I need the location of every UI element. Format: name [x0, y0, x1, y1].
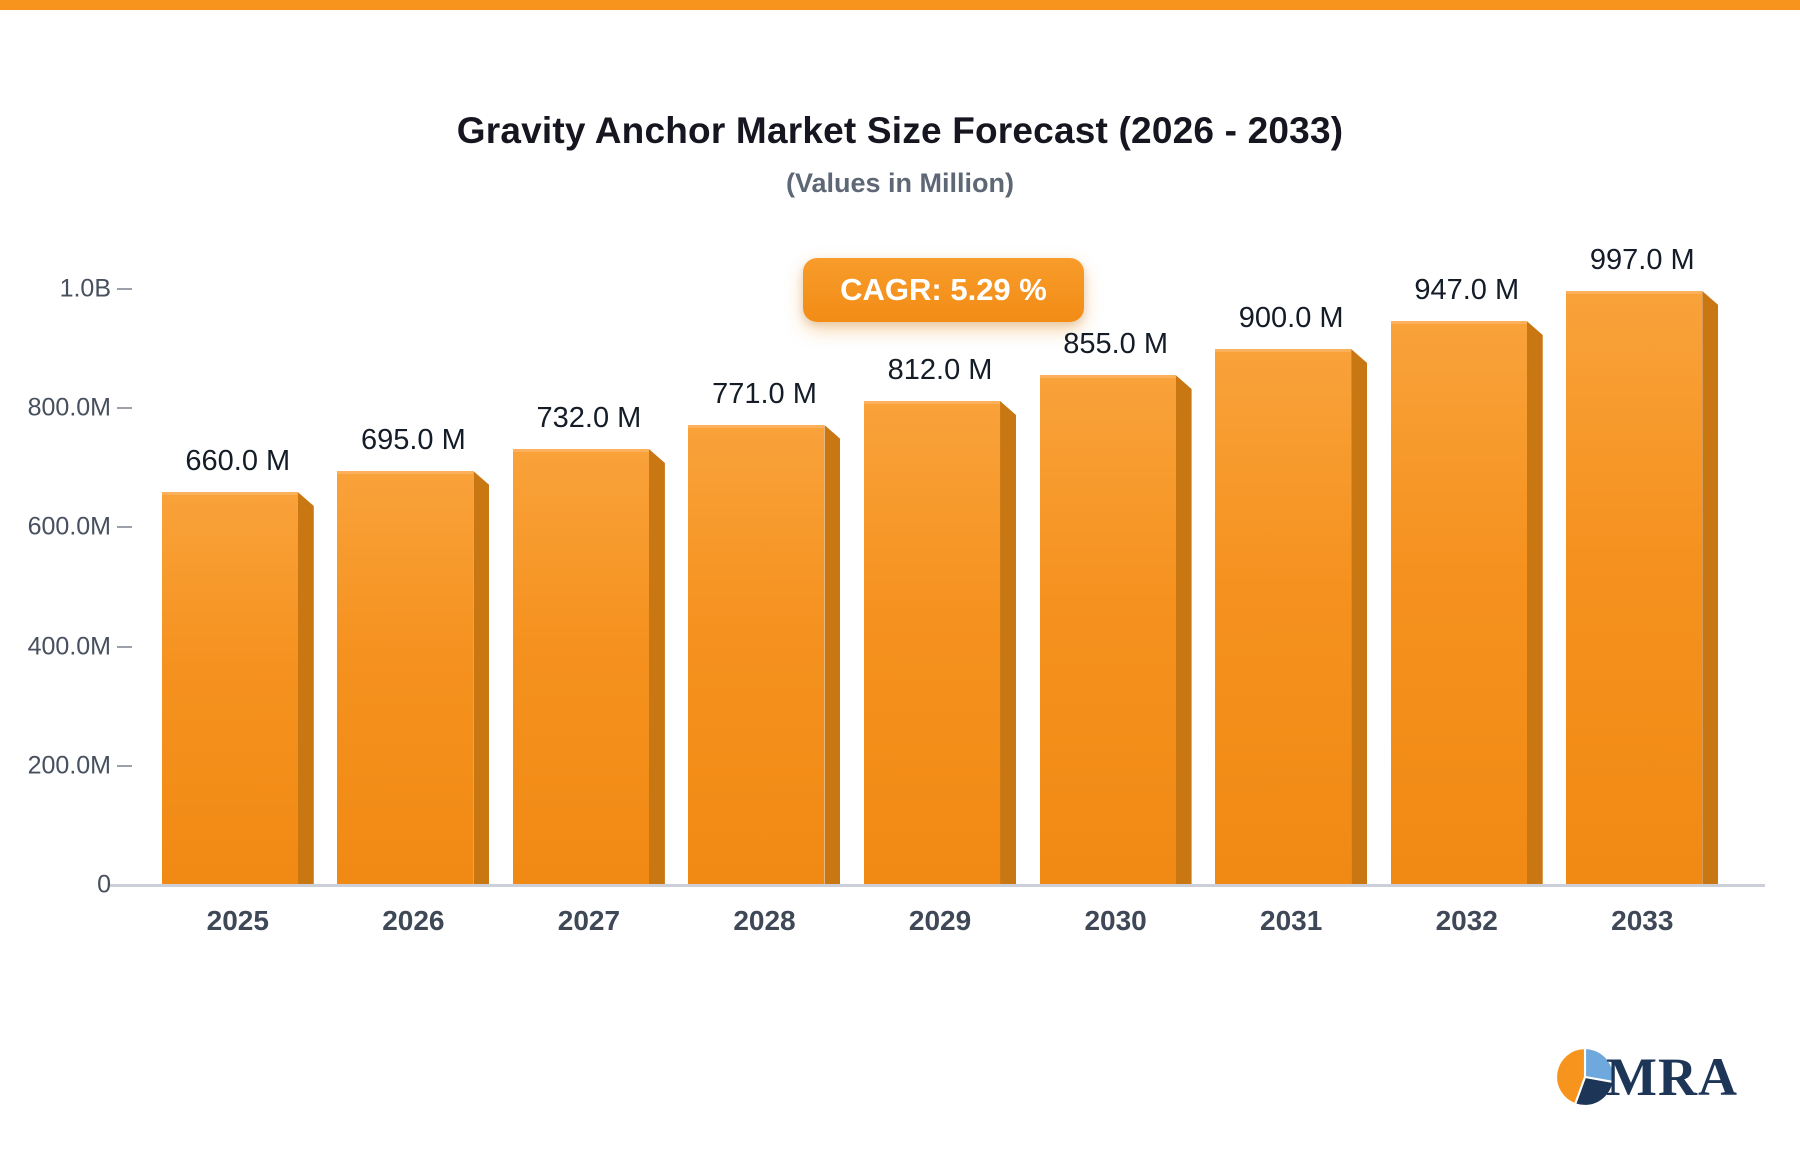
bar-value-label: 855.0 M — [1063, 328, 1168, 360]
bar — [1039, 375, 1192, 885]
cagr-badge: CAGR: 5.29 % — [803, 258, 1084, 322]
bar-side-shadow — [1000, 401, 1017, 885]
x-axis-label: 2030 — [1084, 905, 1147, 936]
bar-value-label: 812.0 M — [887, 354, 993, 386]
bar-side-shadow — [1175, 375, 1192, 885]
bar — [161, 492, 314, 885]
plot-area: 660.0 M 695.0 M 732.0 M 771.0 M 812.0 M 855.0… — [150, 244, 1731, 885]
x-axis-label: 2032 — [1435, 905, 1498, 936]
x-axis-baseline — [110, 884, 1765, 887]
bar-side-shadow — [1526, 321, 1543, 885]
x-axis-label: 2025 — [206, 905, 269, 936]
bar-value-label: 771.0 M — [712, 378, 817, 410]
x-axis-label: 2031 — [1260, 905, 1323, 936]
bar-column: 660.0 M — [150, 289, 326, 885]
bar-value-label: 947.0 M — [1414, 274, 1520, 306]
bar-column: 947.0 M — [1379, 274, 1555, 885]
bar-column: 855.0 M — [1028, 289, 1204, 885]
y-axis-tick — [117, 645, 132, 648]
cagr-badge-label: CAGR: 5.29 % — [840, 272, 1047, 307]
bar-face — [688, 425, 825, 885]
bar — [337, 471, 490, 885]
y-axis-tick — [117, 407, 132, 410]
bar-side-shadow — [1351, 349, 1368, 885]
x-axis-label: 2026 — [382, 905, 445, 936]
bar — [1390, 321, 1543, 885]
bar-value-label: 732.0 M — [536, 402, 642, 434]
y-axis-tick — [117, 526, 132, 529]
x-axis-label: 2027 — [557, 905, 621, 936]
bar-face — [161, 492, 298, 885]
x-axis-label: 2028 — [733, 905, 796, 936]
brand-text: MRA — [1606, 1047, 1738, 1107]
bar-face — [512, 449, 649, 885]
x-axis-label: 2033 — [1611, 905, 1674, 936]
y-axis-label: 800.0M — [27, 393, 111, 422]
bar — [688, 425, 841, 885]
y-axis-label: 600.0M — [27, 512, 111, 541]
x-axis-label: 2029 — [908, 905, 972, 936]
y-axis-tick — [117, 288, 132, 290]
bar-value-label: 900.0 M — [1238, 302, 1344, 334]
bar-face — [1215, 349, 1352, 885]
bar-value-label: 997.0 M — [1589, 244, 1695, 276]
y-axis-label: 0 — [97, 870, 111, 899]
brand-logo: MRA — [1554, 1046, 1738, 1108]
bar-column: 812.0 M — [852, 289, 1028, 885]
bar-side-shadow — [473, 471, 490, 885]
bar-face — [1390, 321, 1527, 885]
bar — [1566, 291, 1719, 885]
bar-column: 732.0 M — [501, 289, 677, 885]
bar-face — [337, 471, 474, 885]
y-axis: 0 200.0M 400.0M 600.0M 800.0M 1.0B — [0, 275, 150, 899]
top-accent-strip — [0, 0, 1800, 10]
bar-column: 900.0 M — [1203, 289, 1379, 885]
bar-value-label: 660.0 M — [185, 445, 291, 477]
bar-side-shadow — [824, 425, 841, 885]
x-axis: 2025 2026 2027 2028 2029 2030 2031 2032 2033 — [150, 905, 1730, 937]
y-axis-label: 400.0M — [27, 632, 111, 661]
y-axis-tick — [117, 764, 132, 767]
bar-face — [1566, 291, 1703, 885]
bar-face — [1039, 375, 1176, 885]
page-title: Gravity Anchor Market Size Forecast (202… — [456, 110, 1344, 151]
y-axis-label: 1.0B — [59, 274, 111, 303]
y-axis-label: 200.0M — [27, 751, 111, 780]
bar-side-shadow — [1702, 291, 1719, 885]
bar-column: 695.0 M — [326, 289, 502, 885]
page-subtitle: (Values in Million) — [785, 168, 1015, 198]
bar-value-label: 695.0 M — [360, 424, 466, 456]
bar — [512, 449, 665, 885]
bar-side-shadow — [297, 492, 314, 885]
pie-chart-icon — [1555, 1047, 1616, 1107]
bar — [864, 401, 1017, 885]
bar-column: 771.0 M — [677, 289, 853, 885]
bar-side-shadow — [648, 449, 665, 885]
bar-column: 997.0 M — [1555, 244, 1731, 885]
bar-face — [864, 401, 1001, 885]
bar — [1215, 349, 1368, 885]
